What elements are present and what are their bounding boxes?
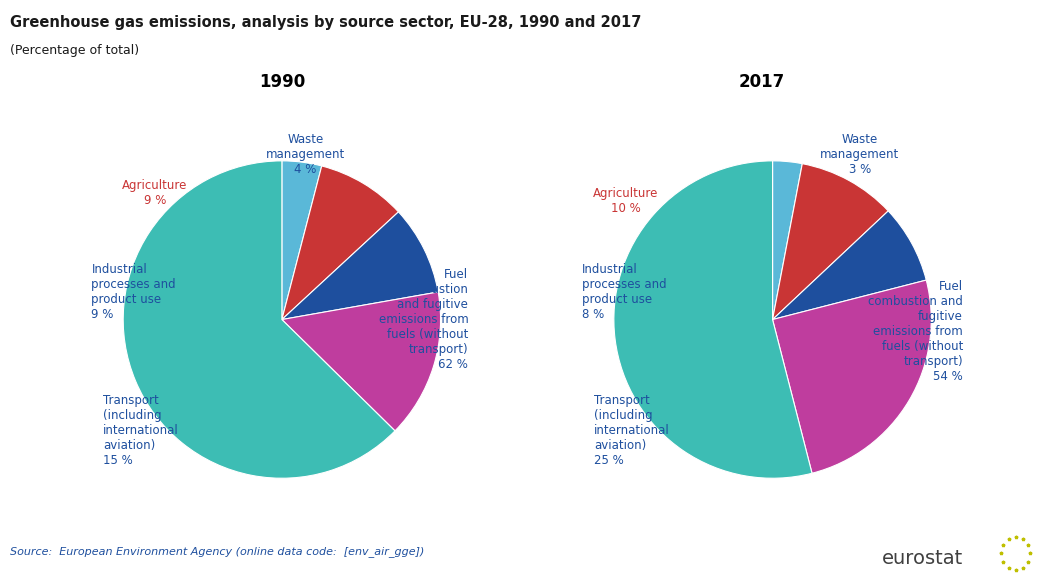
Wedge shape bbox=[123, 161, 395, 478]
Text: 1990: 1990 bbox=[259, 73, 305, 91]
Text: Agriculture
9 %: Agriculture 9 % bbox=[122, 178, 188, 207]
Text: (Percentage of total): (Percentage of total) bbox=[10, 44, 140, 56]
Text: eurostat: eurostat bbox=[882, 549, 964, 568]
Wedge shape bbox=[773, 164, 888, 320]
Wedge shape bbox=[282, 166, 399, 320]
Wedge shape bbox=[773, 211, 926, 320]
Wedge shape bbox=[773, 161, 802, 320]
Wedge shape bbox=[282, 212, 438, 320]
Text: Source:  European Environment Agency (online data code:  [env_air_gge]): Source: European Environment Agency (onl… bbox=[10, 546, 425, 557]
Text: 2017: 2017 bbox=[739, 73, 785, 91]
Text: Fuel
combustion
and fugitive
emissions from
fuels (without
transport)
62 %: Fuel combustion and fugitive emissions f… bbox=[379, 268, 469, 371]
Wedge shape bbox=[282, 292, 441, 431]
Text: Agriculture
10 %: Agriculture 10 % bbox=[593, 187, 659, 214]
Wedge shape bbox=[614, 161, 812, 478]
Text: Transport
(including
international
aviation)
25 %: Transport (including international aviat… bbox=[594, 394, 670, 467]
Text: Waste
management
4 %: Waste management 4 % bbox=[266, 133, 346, 176]
Wedge shape bbox=[282, 161, 322, 320]
Text: Industrial
processes and
product use
9 %: Industrial processes and product use 9 % bbox=[92, 263, 176, 321]
Text: Waste
management
3 %: Waste management 3 % bbox=[821, 133, 900, 176]
Wedge shape bbox=[773, 280, 931, 474]
Text: Industrial
processes and
product use
8 %: Industrial processes and product use 8 % bbox=[583, 263, 667, 321]
Text: Transport
(including
international
aviation)
15 %: Transport (including international aviat… bbox=[103, 394, 180, 467]
Text: Fuel
combustion and
fugitive
emissions from
fuels (without
transport)
54 %: Fuel combustion and fugitive emissions f… bbox=[869, 280, 963, 383]
Text: Greenhouse gas emissions, analysis by source sector, EU-28, 1990 and 2017: Greenhouse gas emissions, analysis by so… bbox=[10, 15, 642, 30]
